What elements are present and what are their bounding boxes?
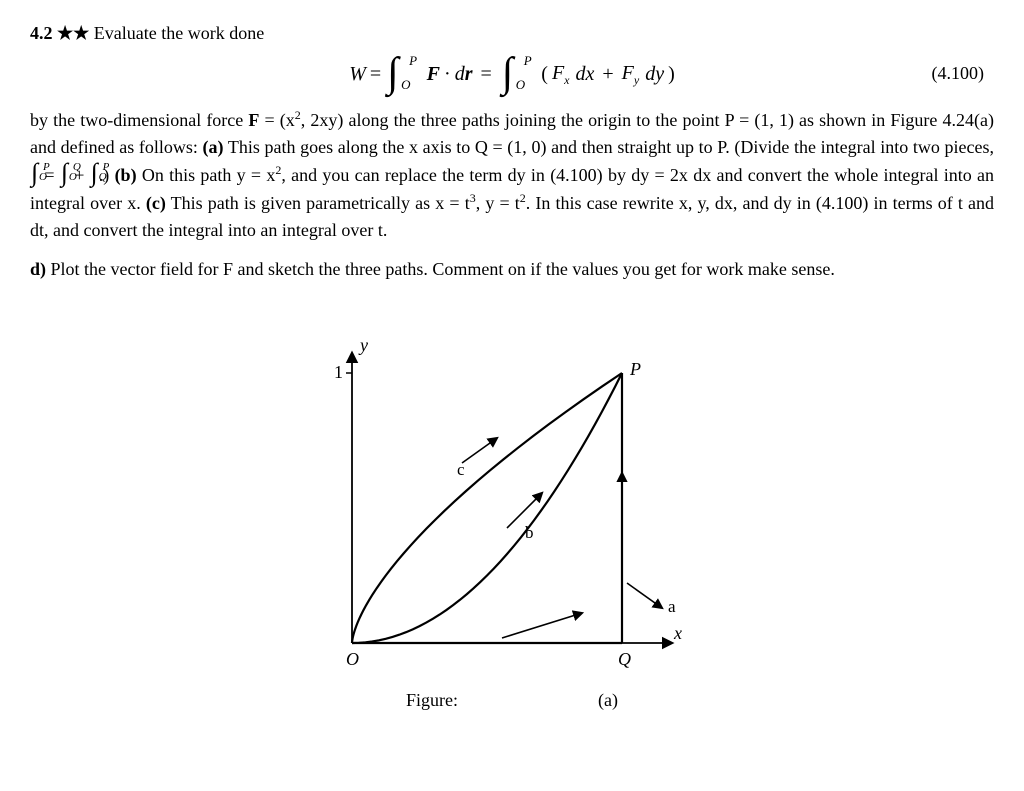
txt: This path is given parametrically as x =… (166, 193, 470, 213)
svg-text:1: 1 (334, 362, 343, 382)
int2-plus: + (602, 59, 613, 89)
eq-sign: = (370, 59, 381, 89)
figure-label: Figure: (406, 687, 458, 714)
int2-close: ) (668, 59, 675, 89)
int2-Fx: Fx (552, 58, 570, 89)
integral-1: ∫ P O (387, 57, 399, 91)
int1-F: F (427, 59, 440, 89)
int1-dot: · (444, 59, 451, 89)
int1-lower: O (401, 75, 410, 95)
part-a-label: (a) (203, 137, 224, 157)
figure-caption: Figure: (a) (406, 687, 618, 714)
part-c-label: (c) (146, 193, 166, 213)
integral-sign: ∫ (387, 57, 399, 91)
problem-number: 4.2 (30, 23, 53, 43)
problem-header: 4.2 ★★ Evaluate the work done (30, 20, 994, 47)
small-int-1: ∫PO (31, 163, 38, 184)
int1-upper: P (409, 51, 417, 71)
svg-text:c: c (457, 460, 465, 479)
figure-wrap: 1y x O P Qa b c Figure: (a) (30, 303, 994, 714)
txt: This path goes along the x axis to Q = (… (224, 137, 994, 157)
equation-number: (4.100) (932, 60, 985, 87)
txt: On this path y = x (137, 165, 276, 185)
body-paragraph-d: d) Plot the vector field for F and sketc… (30, 256, 994, 283)
int2-Fy: Fy (622, 58, 640, 89)
txt: by the two-dimensional force (30, 110, 248, 130)
svg-text:y: y (358, 335, 368, 355)
svg-text:x: x (673, 623, 682, 643)
problem-stars: ★★ (57, 23, 89, 43)
svg-text:P: P (629, 359, 641, 379)
small-int-3: ∫PQ (91, 163, 98, 184)
part-b-label: (b) (115, 165, 137, 185)
svg-text:a: a (668, 597, 676, 616)
figure-svg: 1y x O P Qa b c (282, 303, 742, 683)
small-int-2: ∫QO (61, 163, 68, 184)
force-F: F (248, 110, 259, 130)
svg-text:O: O (346, 649, 359, 669)
svg-text:b: b (525, 523, 534, 542)
svg-text:Q: Q (618, 649, 631, 669)
eq-lhs: W (349, 59, 366, 89)
int2-open: ( (541, 59, 548, 89)
integral-sign-2: ∫ (502, 57, 514, 91)
figure-sublabel: (a) (598, 687, 618, 714)
int2-upper: P (524, 51, 532, 71)
equation: W = ∫ P O F · dr = ∫ P O ( Fx dx + Fy dy… (349, 57, 675, 91)
equation-row: W = ∫ P O F · dr = ∫ P O ( Fx dx + Fy dy… (30, 57, 994, 91)
eq-sign-2: = (480, 59, 491, 89)
txt: , y = t (476, 193, 520, 213)
int2-dx: dx (576, 59, 595, 89)
txt: = (x (259, 110, 294, 130)
part-d-label: d) (30, 259, 46, 279)
int2-dy: dy (645, 59, 664, 89)
integral-2: ∫ P O (502, 57, 514, 91)
problem-title: Evaluate the work done (94, 23, 264, 43)
int2-lower: O (516, 75, 525, 95)
txt: Plot the vector field for F and sketch t… (46, 259, 835, 279)
body-paragraph-1: by the two-dimensional force F = (x2, 2x… (30, 106, 994, 244)
int1-dr: dr (455, 59, 473, 89)
